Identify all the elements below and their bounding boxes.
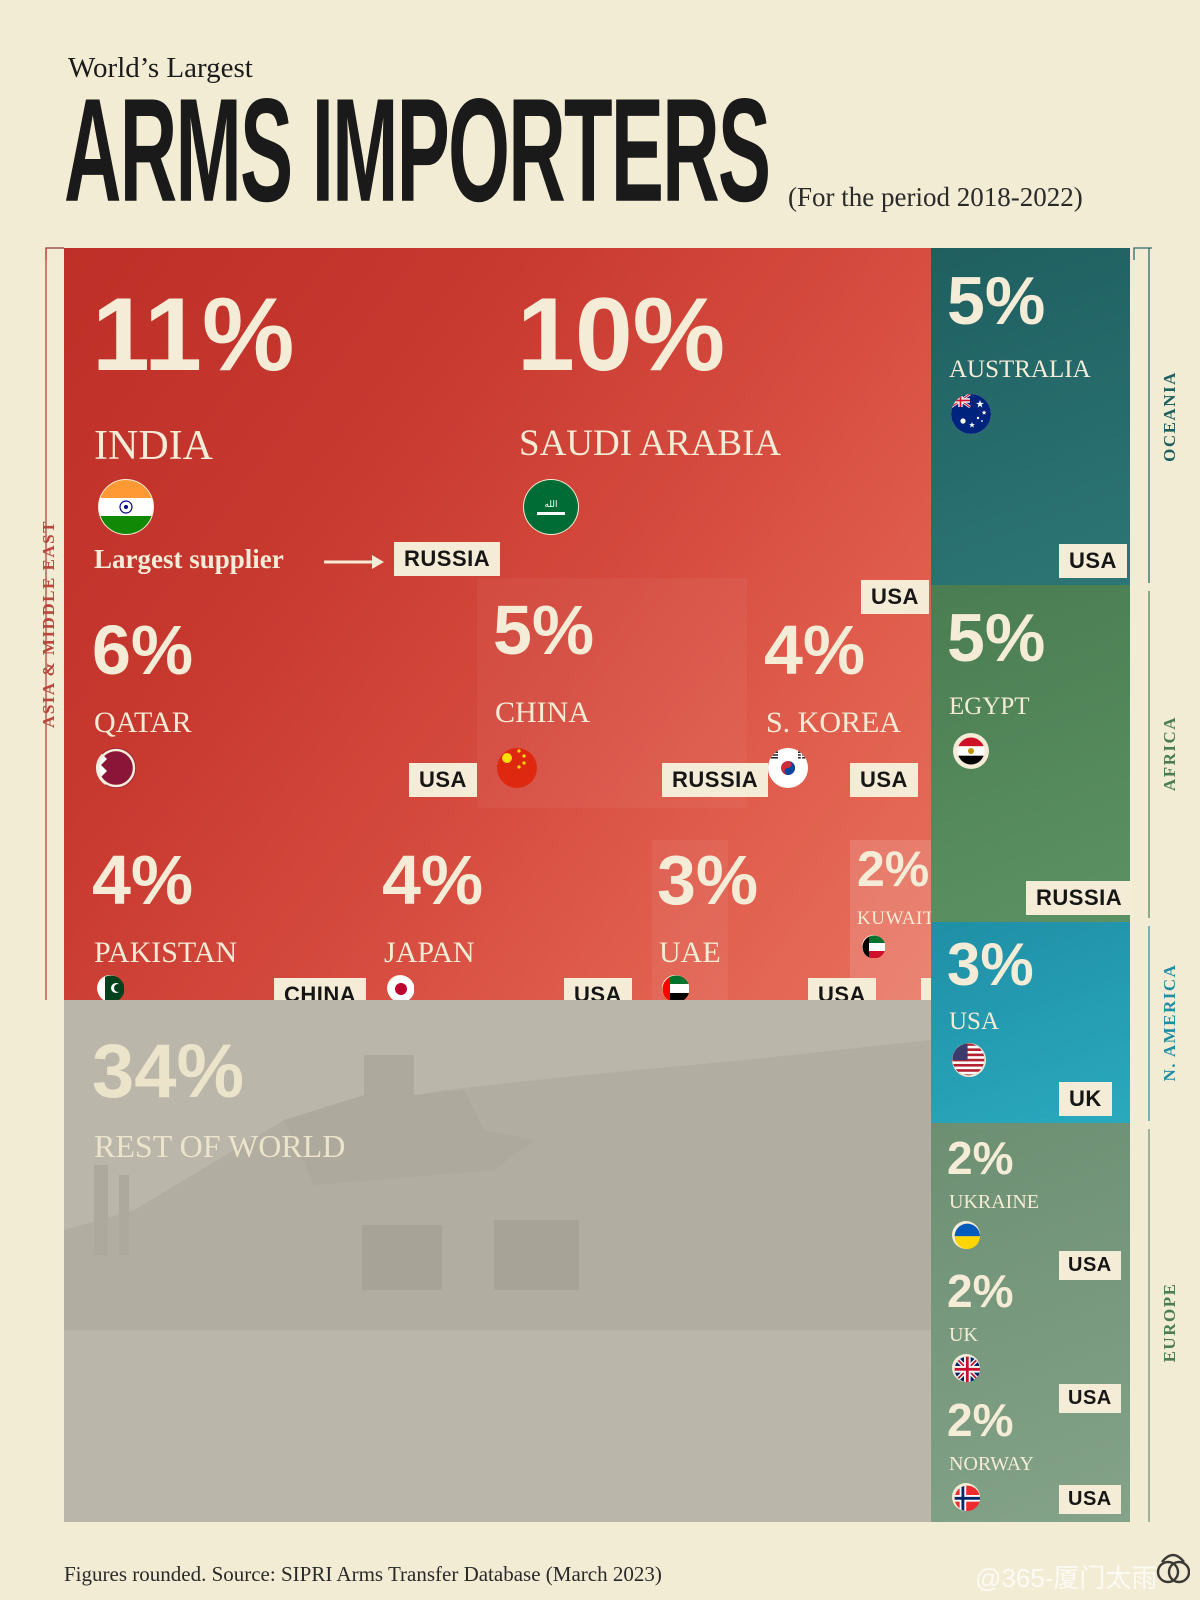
svg-text:الله: الله xyxy=(544,499,557,509)
